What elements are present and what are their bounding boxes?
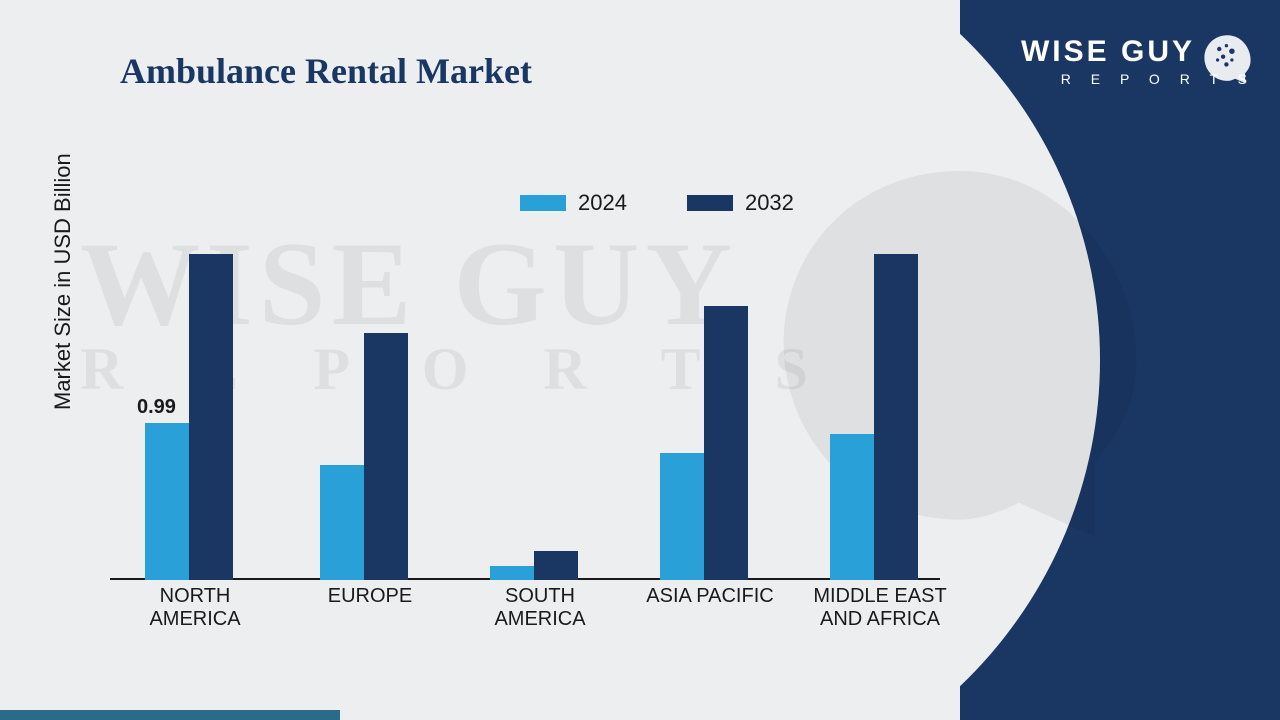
bar-series-2032 (364, 333, 408, 580)
bar-series-2032 (189, 254, 233, 580)
legend-swatch (687, 195, 733, 211)
brand-logo: WISE GUY R E P O R T S (1021, 35, 1255, 87)
y-axis-label: Market Size in USD Billion (50, 153, 76, 410)
bar-value-label: 0.99 (137, 396, 176, 419)
legend-label: 2032 (745, 190, 794, 216)
x-axis-label: EUROPE (300, 585, 440, 608)
legend-label: 2024 (578, 190, 627, 216)
bar-series-2032 (704, 306, 748, 580)
bar-series-2024 (490, 566, 534, 580)
plot-area: 0.99 (110, 230, 940, 580)
chart-area: 0.99 (110, 230, 940, 580)
bottom-strip (0, 710, 340, 720)
x-axis-label: ASIA PACIFIC (640, 585, 780, 608)
bar-series-2024 (145, 423, 189, 581)
legend-swatch (520, 195, 566, 211)
logo-head-icon (1200, 30, 1255, 90)
bar-series-2024 (830, 434, 874, 580)
legend: 2024 2032 (520, 190, 794, 216)
bar-series-2024 (320, 465, 364, 580)
bar-series-2032 (534, 551, 578, 580)
x-axis-label: MIDDLE EAST AND AFRICA (810, 585, 950, 631)
legend-item: 2032 (687, 190, 794, 216)
legend-item: 2024 (520, 190, 627, 216)
bar-series-2024 (660, 453, 704, 580)
chart-title: Ambulance Rental Market (120, 50, 532, 92)
x-axis-label: SOUTH AMERICA (470, 585, 610, 631)
x-axis-label: NORTH AMERICA (125, 585, 265, 631)
bar-series-2032 (874, 254, 918, 580)
stage: WISE GUY R E P O R T S Ambulance Rental … (0, 0, 1280, 720)
